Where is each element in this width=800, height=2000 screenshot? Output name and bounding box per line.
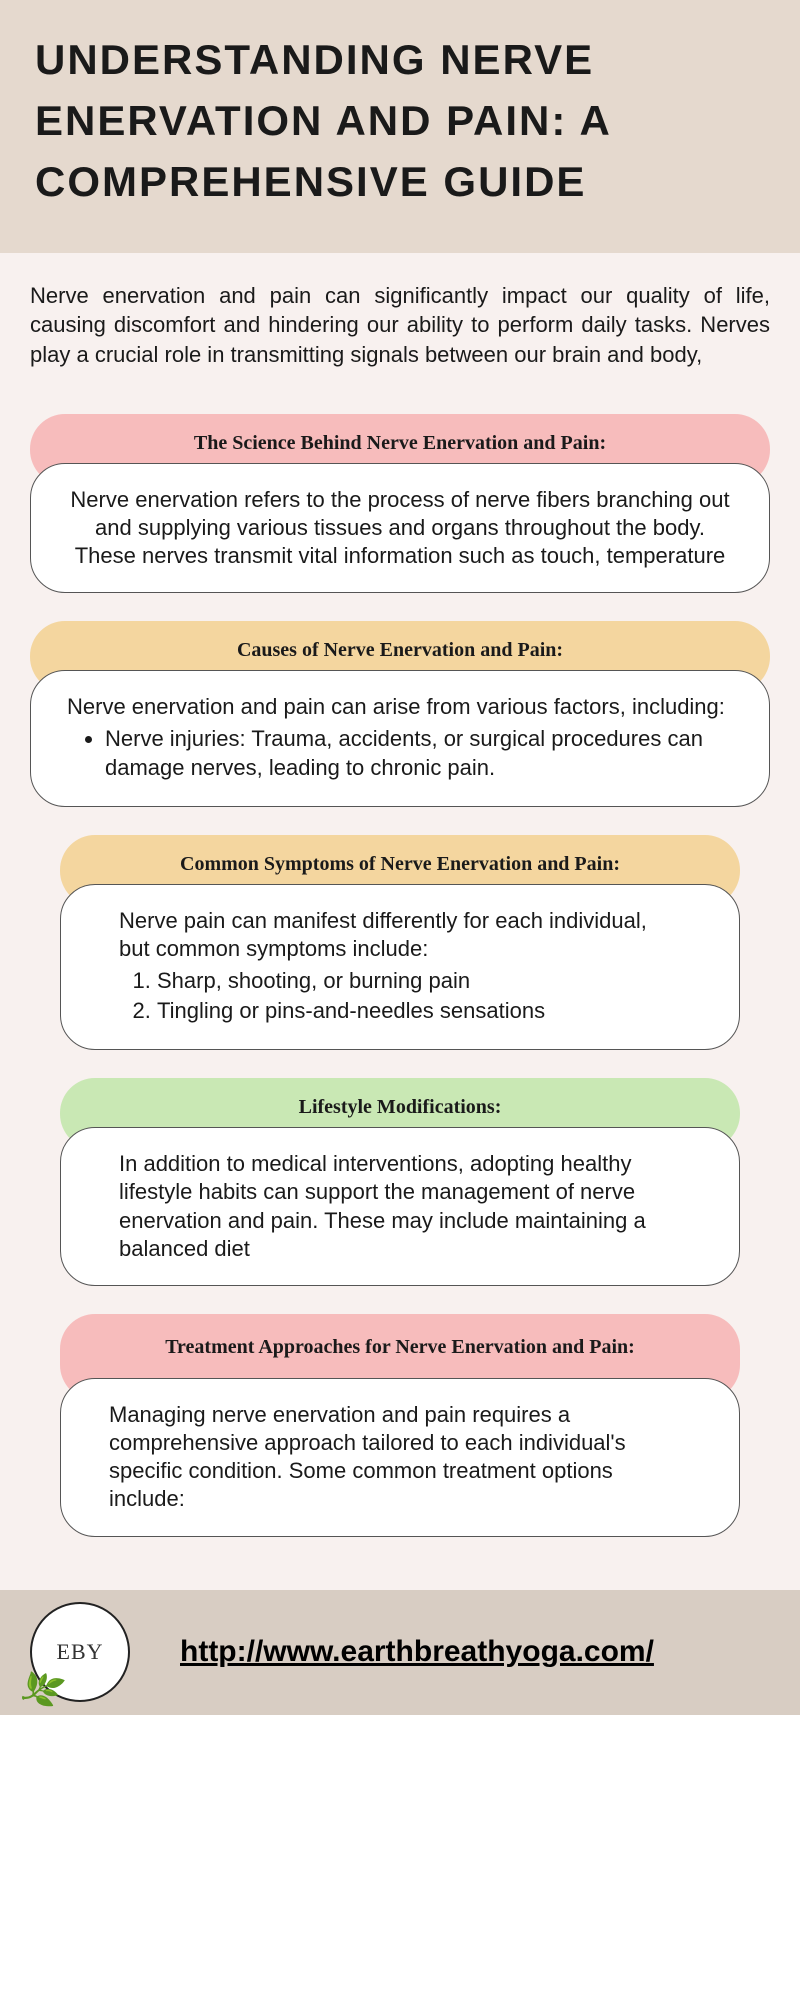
intro-text: Nerve enervation and pain can significan… [30,281,770,370]
section-body: Managing nerve enervation and pain requi… [60,1378,740,1537]
page-title: UNDERSTANDING NERVE ENERVATION AND PAIN:… [35,30,765,213]
footer-band: EBY 🌿 http://www.earthbreathyoga.com/ [0,1590,800,1715]
body-intro: Nerve enervation and pain can arise from… [67,694,725,719]
section-science: The Science Behind Nerve Enervation and … [30,414,770,593]
section-body: Nerve enervation refers to the process o… [30,463,770,593]
section-symptoms: Common Symptoms of Nerve Enervation and … [60,835,740,1051]
section-lifestyle: Lifestyle Modifications: In addition to … [60,1078,740,1286]
bullet-list: Nerve injuries: Trauma, accidents, or su… [105,725,733,781]
logo-text: EBY [57,1639,104,1665]
list-item: Tingling or pins-and-needles sensations [157,997,681,1025]
body-intro: Nerve pain can manifest differently for … [119,908,647,961]
section-causes: Causes of Nerve Enervation and Pain: Ner… [30,621,770,806]
header-band: UNDERSTANDING NERVE ENERVATION AND PAIN:… [0,0,800,253]
content-band: The Science Behind Nerve Enervation and … [0,382,800,1590]
leaf-icon: 🌿 [16,1663,68,1714]
section-body: Nerve pain can manifest differently for … [60,884,740,1051]
numbered-list: Sharp, shooting, or burning pain Tinglin… [157,967,681,1025]
section-treatment: Treatment Approaches for Nerve Enervatio… [60,1314,740,1537]
section-body: In addition to medical interventions, ad… [60,1127,740,1286]
list-item: Sharp, shooting, or burning pain [157,967,681,995]
list-item: Nerve injuries: Trauma, accidents, or su… [105,725,733,781]
footer-link[interactable]: http://www.earthbreathyoga.com/ [180,1635,654,1669]
section-body: Nerve enervation and pain can arise from… [30,670,770,806]
logo: EBY 🌿 [30,1602,130,1702]
intro-band: Nerve enervation and pain can significan… [0,253,800,382]
